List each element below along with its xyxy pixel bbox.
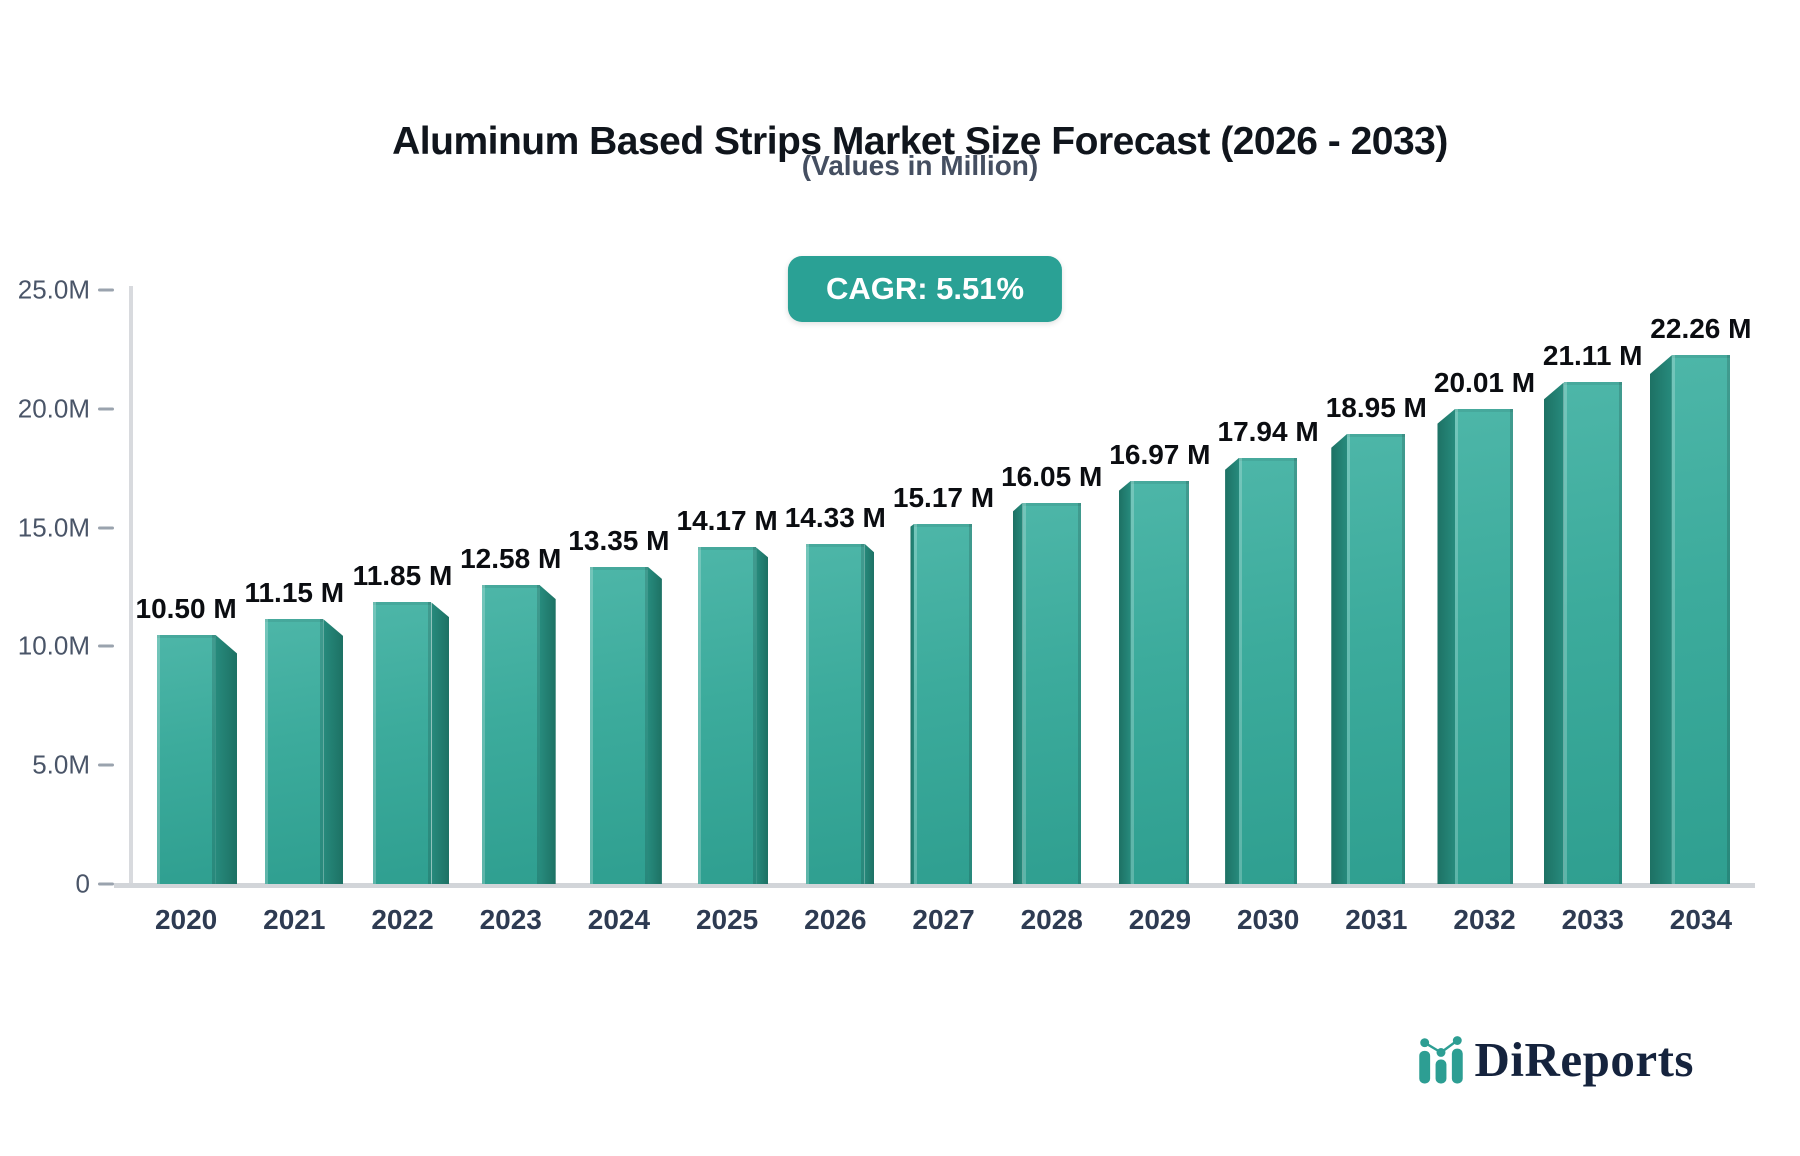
bar-face [698,547,757,884]
bar-2027: 15.17 M [889,290,997,884]
bar-face [1455,408,1514,884]
bar-side-face [1649,355,1672,884]
bar-side-face [1225,457,1240,884]
bar-face [1563,382,1622,884]
bar-side-face [323,619,344,884]
x-tick-label-2030: 2030 [1236,904,1300,935]
x-tick-label-2023: 2023 [479,904,542,935]
x-tick-label-2021: 2021 [263,904,326,935]
x-axis-baseline [114,883,1755,888]
bar-side-face [1331,433,1348,884]
y-tick-dash [98,763,114,767]
bar-value-label: 16.97 M [1109,438,1211,470]
bars-container: 10.50 M 11.15 M 11.85 M 12.58 M 13.35 M 14.17… [132,290,1755,884]
x-tick-label-2032: 2032 [1453,904,1516,935]
x-tick-label-2027: 2027 [912,904,975,935]
bar-2024: 13.35 M [565,290,673,884]
bar-2022: 11.85 M [348,290,456,884]
bar-side-face [215,634,238,884]
bar-value-label: 18.95 M [1325,391,1427,423]
bar-side-face [1437,408,1456,884]
x-tick-label-2022: 2022 [371,904,434,935]
bar-2032: 20.01 M [1430,290,1538,884]
y-tick-label: 10.0M [17,630,90,661]
bar-value-label: 15.17 M [892,481,995,513]
bar-face [373,602,432,884]
y-tick-label: 15.0M [17,512,90,543]
x-axis-labels: 2020 2021 2022 2023 2024 2025 2026 2027 2028 2029… [132,904,1755,936]
bar-side-face [910,523,915,884]
bar-2021: 11.15 M [240,290,348,884]
y-tick-dash [98,526,114,530]
bar-value-label: 14.17 M [676,505,778,537]
y-tick-dash [98,288,114,292]
x-tick-label-2034: 2034 [1669,904,1733,935]
bar-2029: 16.97 M [1106,290,1214,884]
x-tick-label-2020: 2020 [154,904,218,935]
direports-logo: DiReports [1418,1034,1694,1084]
bar-2026: 14.33 M [781,290,889,884]
bar-side-face [647,566,662,884]
bar-value-label: 21.11 M [1542,340,1643,372]
bar-value-label: 13.35 M [568,524,670,556]
bar-side-face [864,543,875,884]
logo-text: DiReports [1474,1031,1694,1087]
x-tick-label-2028: 2028 [1020,904,1083,935]
y-tick-dash [98,644,114,648]
bar-face [1022,502,1081,884]
bar-face [1130,480,1189,884]
y-tick-dash [98,407,114,411]
bar-side-face [1118,480,1131,884]
bar-face [914,523,973,884]
bar-value-label: 20.01 M [1433,366,1536,398]
bar-side-face [756,547,769,884]
bar-value-label: 14.33 M [784,501,886,533]
x-tick-label-2031: 2031 [1345,904,1408,935]
y-tick-dash [98,882,114,886]
bar-value-label: 17.94 M [1217,415,1319,447]
cagr-badge: CAGR: 5.51% [787,256,1063,322]
bar-face [481,585,540,884]
y-tick-label: 25.0M [17,274,90,305]
bar-face [806,543,865,884]
bar-2028: 16.05 M [998,290,1106,884]
page-subtitle: (Values in Million) [801,150,1039,181]
x-tick-label-2025: 2025 [695,904,759,935]
y-tick-label: 20.0M [17,393,90,424]
bar-face [1347,433,1406,884]
bar-side-face [1543,382,1564,884]
bar-value-label: 11.85 M [352,560,453,592]
bar-value-label: 11.15 M [244,577,345,609]
bar-side-face [1012,502,1023,884]
bar-side-face [431,602,450,884]
x-tick-label-2033: 2033 [1561,904,1624,935]
bar-2020: 10.50 M [132,290,240,884]
bar-chart-icon [1419,1036,1464,1084]
y-tick-label: 5.0M [32,749,90,780]
bar-value-label: 12.58 M [460,543,562,575]
bar-2030: 17.94 M [1214,290,1322,884]
bar-face [589,566,648,884]
bar-2034: 22.26 M [1647,290,1755,884]
bar-2031: 18.95 M [1322,290,1430,884]
y-tick-label: 0 [75,868,90,899]
bar-face [265,619,324,884]
bar-value-label: 16.05 M [1001,460,1103,492]
bar-2025: 14.17 M [673,290,781,884]
bar-value-label: 10.50 M [135,592,237,624]
x-tick-label-2029: 2029 [1128,904,1192,935]
bar-side-face [539,585,556,884]
bar-2023: 12.58 M [457,290,565,884]
plot-area: 10.50 M 11.15 M 11.85 M 12.58 M 13.35 M 14.17… [18,275,1755,899]
bar-face [1671,355,1730,884]
bar-2033: 21.11 M [1539,290,1647,884]
page-title: Aluminum Based Strips Market Size Foreca… [392,120,1448,164]
bar-face [157,634,216,884]
y-axis-line [129,286,133,886]
x-tick-label-2026: 2026 [804,904,867,935]
x-tick-label-2024: 2024 [587,904,651,935]
bar-value-label: 22.26 M [1650,313,1752,345]
bar-face [1239,457,1298,884]
